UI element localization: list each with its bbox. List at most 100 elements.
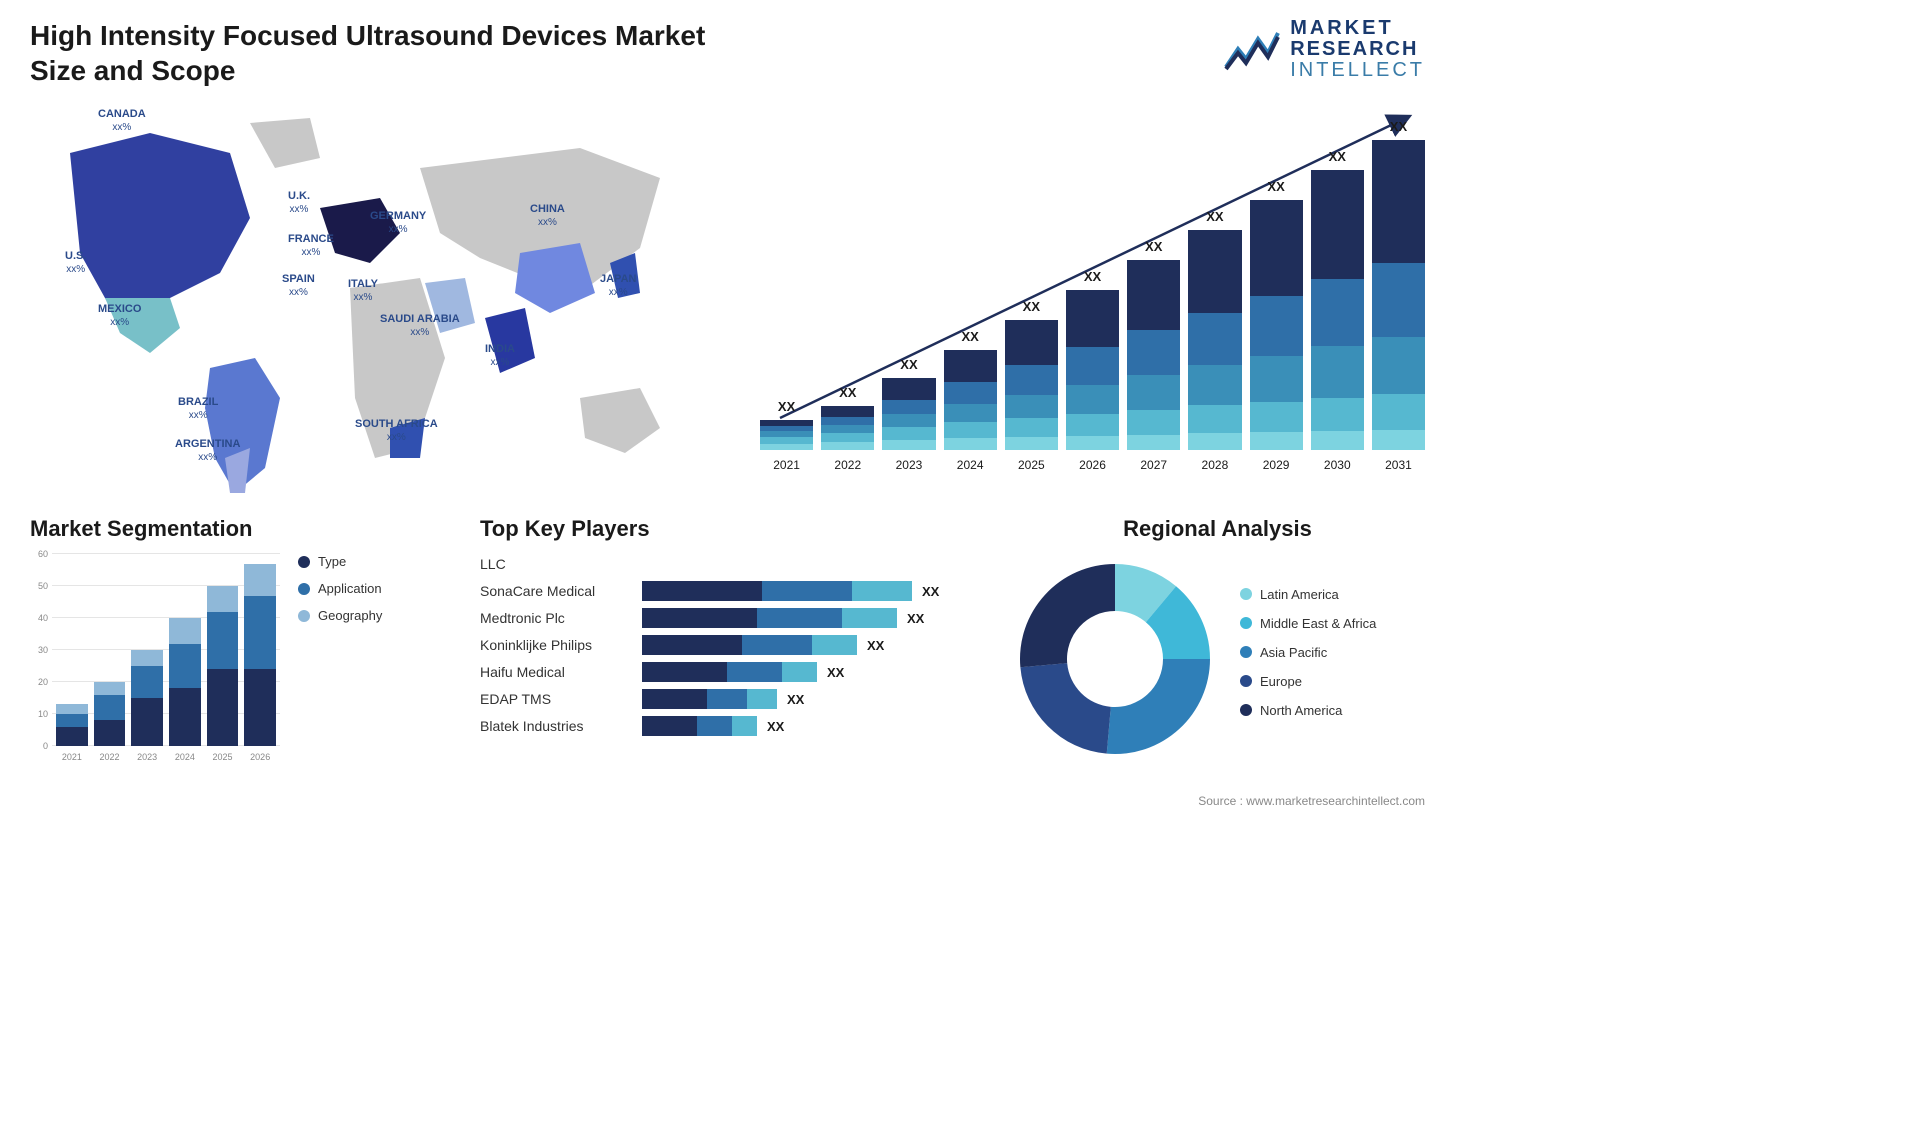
player-row: LLC (480, 554, 980, 574)
player-row: Medtronic PlcXX (480, 608, 980, 628)
growth-bar-year: 2028 (1188, 458, 1241, 472)
bottom-row: Market Segmentation 0102030405060 202120… (0, 498, 1455, 764)
map-label: SPAINxx% (282, 273, 315, 299)
player-bar (642, 581, 912, 601)
map-label: SAUDI ARABIAxx% (380, 313, 460, 339)
map-greenland (250, 118, 320, 168)
map-label: GERMANYxx% (370, 210, 426, 236)
map-label: BRAZILxx% (178, 396, 218, 422)
seg-bar: 2024 (169, 618, 201, 746)
growth-bar-value: XX (1066, 269, 1119, 284)
map-au (580, 388, 660, 453)
map-label: FRANCExx% (288, 233, 334, 259)
map-label: ARGENTINAxx% (175, 438, 240, 464)
growth-bar-year: 2024 (944, 458, 997, 472)
player-row: Koninklijke PhilipsXX (480, 635, 980, 655)
legend-item: Europe (1240, 674, 1376, 689)
growth-bar-year: 2030 (1311, 458, 1364, 472)
map-china (515, 243, 595, 313)
map-label: SOUTH AFRICAxx% (355, 418, 438, 444)
player-name: EDAP TMS (480, 691, 630, 707)
logo-line2: RESEARCH (1290, 39, 1425, 60)
legend-item: Middle East & Africa (1240, 616, 1376, 631)
player-row: EDAP TMS XX (480, 689, 980, 709)
legend-item: Asia Pacific (1240, 645, 1376, 660)
growth-bar: XX2026 (1066, 290, 1119, 450)
legend-item: North America (1240, 703, 1376, 718)
logo: MARKET RESEARCH INTELLECT (1224, 18, 1425, 81)
world-map: CANADAxx%U.S.xx%MEXICOxx%BRAZILxx%ARGENT… (20, 98, 700, 498)
players-title: Top Key Players (480, 516, 980, 542)
segmentation-legend: Type Application Geography (298, 554, 382, 764)
growth-bar: XX2025 (1005, 320, 1058, 450)
seg-bar: 2022 (94, 682, 126, 746)
legend-item: Latin America (1240, 587, 1376, 602)
growth-bar-value: XX (944, 329, 997, 344)
source-text: Source : www.marketresearchintellect.com (1198, 794, 1425, 808)
legend-item: Geography (298, 608, 382, 623)
player-value: XX (767, 719, 784, 734)
map-label: ITALYxx% (348, 278, 378, 304)
donut-chart (1010, 554, 1220, 764)
player-value: XX (827, 665, 844, 680)
segmentation-title: Market Segmentation (30, 516, 450, 542)
map-label: U.K.xx% (288, 190, 310, 216)
map-label: JAPANxx% (600, 273, 636, 299)
player-name: Haifu Medical (480, 664, 630, 680)
growth-bar-year: 2027 (1127, 458, 1180, 472)
growth-bar-year: 2023 (882, 458, 935, 472)
growth-bar: XX2024 (944, 350, 997, 450)
map-label: CHINAxx% (530, 203, 565, 229)
growth-bar-value: XX (1311, 149, 1364, 164)
regional-legend: Latin America Middle East & Africa Asia Pa… (1240, 587, 1376, 732)
growth-bar-value: XX (760, 399, 813, 414)
donut-slice (1020, 663, 1110, 753)
top-row: CANADAxx%U.S.xx%MEXICOxx%BRAZILxx%ARGENT… (0, 88, 1455, 498)
growth-bar-value: XX (1188, 209, 1241, 224)
segmentation-chart: 0102030405060 202120222023202420252026 (30, 554, 280, 764)
growth-bar: XX2030 (1311, 170, 1364, 450)
player-row: Haifu Medical XX (480, 662, 980, 682)
growth-bar-year: 2026 (1066, 458, 1119, 472)
player-name: Blatek Industries (480, 718, 630, 734)
player-row: SonaCare MedicalXX (480, 581, 980, 601)
legend-item: Application (298, 581, 382, 596)
growth-bar-value: XX (821, 385, 874, 400)
growth-bar-value: XX (1250, 179, 1303, 194)
player-value: XX (787, 692, 804, 707)
growth-bar-year: 2025 (1005, 458, 1058, 472)
growth-bar-value: XX (1127, 239, 1180, 254)
growth-bar-value: XX (1005, 299, 1058, 314)
regional-panel: Regional Analysis Latin AmericaMiddle Ea… (1010, 516, 1425, 764)
player-bar (642, 608, 897, 628)
growth-bar-year: 2022 (821, 458, 874, 472)
player-bar (642, 635, 857, 655)
segmentation-panel: Market Segmentation 0102030405060 202120… (30, 516, 450, 764)
growth-bar-year: 2021 (760, 458, 813, 472)
growth-bar: XX2022 (821, 406, 874, 450)
player-name: Koninklijke Philips (480, 637, 630, 653)
map-label: MEXICOxx% (98, 303, 141, 329)
player-bar (642, 689, 777, 709)
player-name: LLC (480, 556, 630, 572)
player-name: SonaCare Medical (480, 583, 630, 599)
growth-bar: XX2029 (1250, 200, 1303, 450)
logo-line1: MARKET (1290, 18, 1425, 39)
player-bar (642, 662, 817, 682)
growth-bar: XX2023 (882, 378, 935, 450)
growth-bar-year: 2031 (1372, 458, 1425, 472)
seg-bar: 2026 (244, 564, 276, 746)
seg-bar: 2023 (131, 650, 163, 746)
growth-bar-value: XX (882, 357, 935, 372)
logo-icon (1224, 29, 1280, 71)
growth-chart: XX2021XX2022XX2023XX2024XX2025XX2026XX20… (740, 98, 1425, 478)
players-panel: Top Key Players LLCSonaCare MedicalXXMed… (480, 516, 980, 764)
legend-item: Type (298, 554, 382, 569)
growth-bar-year: 2029 (1250, 458, 1303, 472)
seg-bar: 2025 (207, 586, 239, 746)
growth-bar: XX2021 (760, 420, 813, 450)
seg-bar: 2021 (56, 704, 88, 746)
map-label: INDIAxx% (485, 343, 515, 369)
logo-line3: INTELLECT (1290, 60, 1425, 81)
player-name: Medtronic Plc (480, 610, 630, 626)
